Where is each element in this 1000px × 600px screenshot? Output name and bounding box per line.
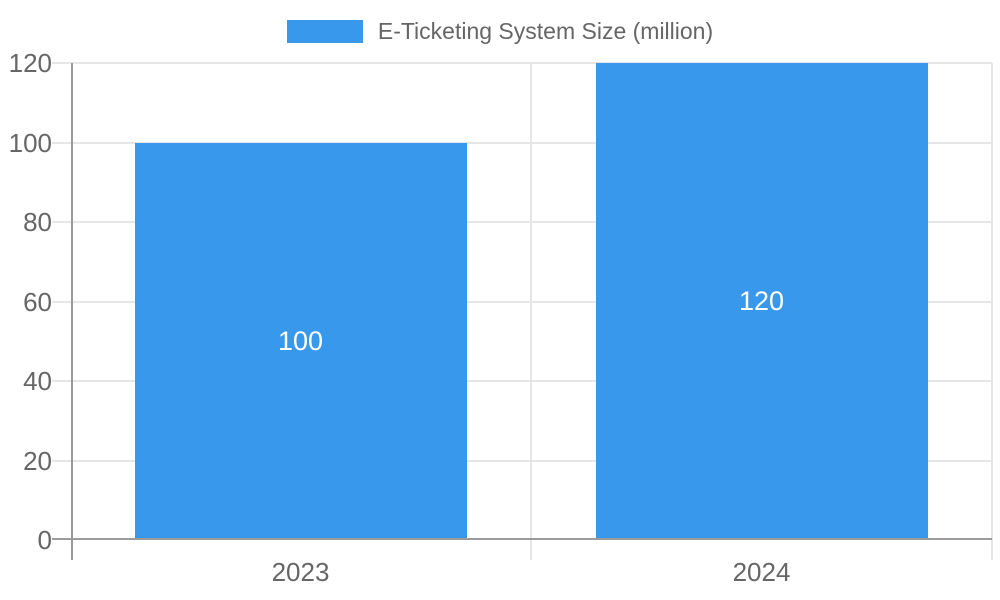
y-tick-label: 120: [8, 48, 52, 78]
bar-2024: 120: [595, 63, 928, 540]
legend: E-Ticketing System Size (million): [0, 19, 1000, 43]
bar-value-label: 120: [738, 286, 785, 316]
plot-area: 0 20 40 60 80 100 120 100 2023 120 2024: [9, 48, 993, 587]
h-gridline: [52, 459, 992, 462]
y-tick-label: 40: [23, 366, 52, 396]
bar-2023: 100: [134, 142, 467, 540]
y-axis-line: [71, 63, 73, 560]
h-gridline: [52, 380, 992, 382]
v-gridline: [991, 63, 993, 560]
x-tick-label: 2023: [271, 557, 330, 587]
y-tick-label: 100: [8, 127, 52, 158]
h-gridline: [52, 221, 992, 223]
y-tick-label: 20: [23, 445, 52, 476]
y-tick-label: 0: [37, 525, 52, 555]
h-gridline: [52, 62, 992, 64]
v-gridline: [530, 63, 532, 560]
h-gridline: [52, 141, 992, 144]
x-tick-label: 2024: [732, 557, 791, 587]
y-tick-label: 60: [23, 286, 52, 317]
y-tick-label: 80: [23, 207, 52, 237]
bar-value-label: 100: [277, 325, 324, 356]
legend-label: E-Ticketing System Size (million): [377, 18, 714, 44]
legend-swatch-icon: [286, 19, 363, 43]
x-axis-line: [52, 538, 992, 540]
h-gridline: [52, 300, 992, 303]
